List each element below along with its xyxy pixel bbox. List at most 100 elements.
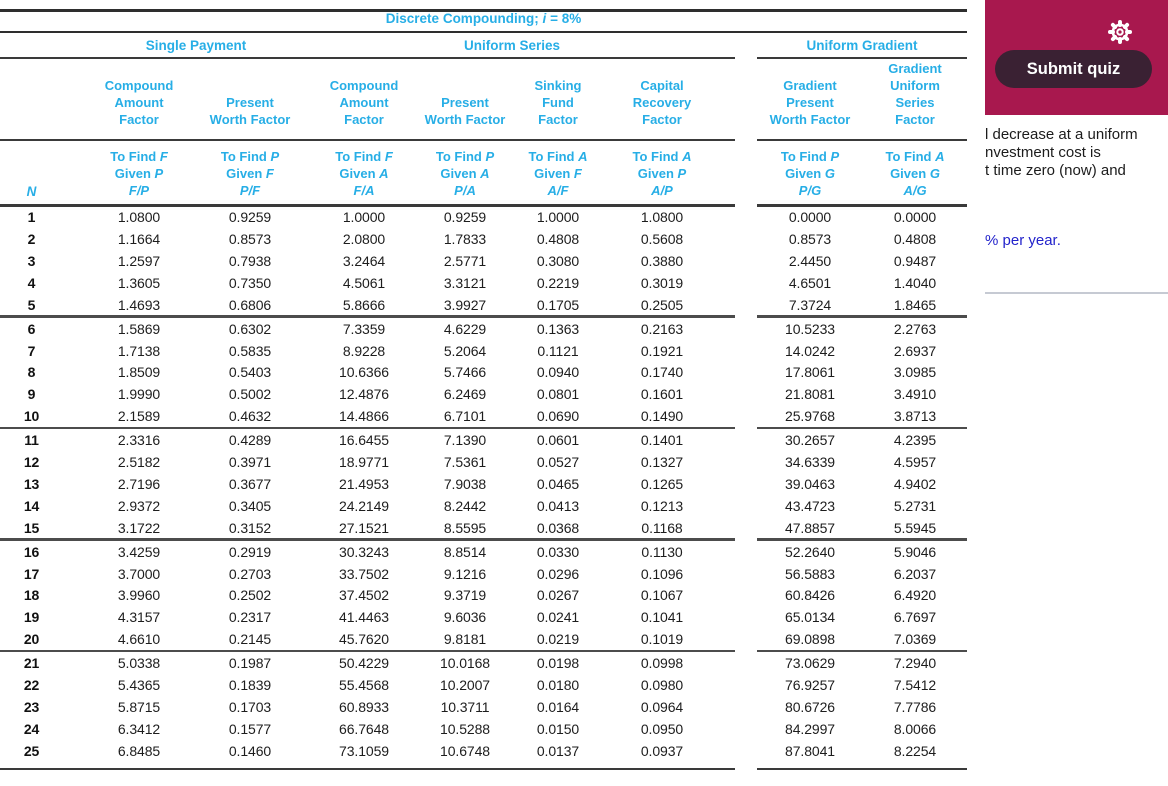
question-line: nvestment cost is [985, 144, 1101, 162]
table-cell: 2.5182 [117, 454, 161, 471]
table-cell: 6.3412 [117, 720, 161, 737]
table-cell: 0.4632 [228, 408, 272, 425]
table-cell: 0.0180 [536, 677, 580, 694]
table-cell: 60.8426 [785, 587, 835, 604]
table-cell: 2.5771 [443, 252, 487, 269]
table-cell: 5.2064 [443, 342, 487, 359]
row-n-value: 13 [23, 475, 40, 492]
table-body: 1 1.0800 0.9259 1.0000 0.9259 1.0000 1.0800 0.0… [0, 207, 967, 762]
title-i: i [542, 11, 547, 26]
rule-under-factors [0, 139, 967, 141]
table-cell: 21.4953 [339, 475, 389, 492]
factor-pa: Present Worth Factor [424, 95, 506, 127]
table-row: 24 6.3412 0.1577 66.7648 10.5288 0.0150 0.0950… [0, 718, 967, 740]
table-cell: 10.2007 [440, 677, 490, 694]
table-cell: 0.1577 [228, 720, 272, 737]
table-cell: 4.6501 [788, 274, 832, 291]
table-row: 6 1.5869 0.6302 7.3359 4.6229 0.1363 0.2163 10.… [0, 318, 967, 340]
submit-quiz-button[interactable]: Submit quiz [995, 50, 1152, 88]
table-cell: 4.6229 [443, 320, 487, 337]
table-cell: 4.5061 [342, 274, 386, 291]
table-cell: 0.5835 [228, 342, 272, 359]
table-cell: 1.2597 [117, 252, 161, 269]
table-cell: 10.6748 [440, 742, 490, 759]
table-cell: 0.0198 [536, 655, 580, 672]
table-cell: 4.9402 [893, 475, 937, 492]
table-cell: 7.0369 [893, 631, 937, 648]
row-n-value: 12 [23, 454, 40, 471]
table-cell: 1.0000 [536, 209, 580, 226]
row-n-value: 18 [23, 587, 40, 604]
factor-ap: Capital Recovery Factor [632, 78, 692, 127]
table-cell: 41.4463 [339, 609, 389, 626]
table-cell: 0.0937 [640, 742, 684, 759]
settings-gear-icon[interactable] [1106, 18, 1134, 46]
question-line: l decrease at a uniform [985, 126, 1138, 143]
title-text: Discrete Compounding; [385, 11, 543, 26]
table-cell: 0.3405 [228, 497, 272, 514]
group-header-row: Single Payment Uniform Series Uniform Gr… [0, 36, 967, 55]
rule-bottom [0, 767, 967, 770]
table-cell: 0.1921 [640, 342, 684, 359]
table-cell: 7.1390 [443, 432, 487, 449]
table-cell: 6.8485 [117, 742, 161, 759]
table-cell: 0.0998 [640, 655, 684, 672]
table-row: 20 4.6610 0.2145 45.7620 9.8181 0.0219 0.1019 6… [0, 628, 967, 650]
n-column-header: N [26, 184, 37, 199]
find-pf: To Find P Given F P/F [220, 149, 280, 198]
table-cell: 0.9487 [893, 252, 937, 269]
row-n-value: 7 [27, 342, 36, 359]
row-n-value: 14 [23, 497, 40, 514]
table-cell: 1.8509 [117, 364, 161, 381]
table-cell: 2.7196 [117, 475, 161, 492]
row-n-value: 20 [23, 631, 40, 648]
table-cell: 2.0800 [342, 231, 386, 248]
table-cell: 0.6302 [228, 320, 272, 337]
table-cell: 9.6036 [443, 609, 487, 626]
table-row: 5 1.4693 0.6806 5.8666 3.9927 0.1705 0.2505 7.3… [0, 294, 967, 316]
table-cell: 60.8933 [339, 698, 389, 715]
table-row: 22 5.4365 0.1839 55.4568 10.2007 0.0180 0.0980… [0, 674, 967, 696]
table-cell: 8.9228 [342, 342, 386, 359]
table-cell: 0.0150 [536, 720, 580, 737]
table-cell: 0.0164 [536, 698, 580, 715]
table-cell: 0.4808 [536, 231, 580, 248]
row-n-value: 9 [27, 386, 36, 403]
table-cell: 3.8713 [893, 408, 937, 425]
table-cell: 65.0134 [785, 609, 835, 626]
table-cell: 0.0964 [640, 698, 684, 715]
table-row: 10 2.1589 0.4632 14.4866 6.7101 0.0690 0.1490 2… [0, 405, 967, 427]
table-row: 25 6.8485 0.1460 73.1059 10.6748 0.0137 0.0937… [0, 740, 967, 762]
row-n-value: 19 [23, 609, 40, 626]
table-cell: 8.8514 [443, 543, 487, 560]
table-cell: 47.8857 [785, 519, 835, 536]
question-text-fragment: l decrease at a uniform nvestment cost i… [985, 126, 1168, 181]
table-cell: 2.3316 [117, 432, 161, 449]
table-cell: 1.1664 [117, 231, 161, 248]
table-cell: 0.0137 [536, 742, 580, 759]
table-row: 23 5.8715 0.1703 60.8933 10.3711 0.0164 0.0964… [0, 696, 967, 718]
row-n-value: 16 [23, 543, 40, 560]
table-cell: 0.5002 [228, 386, 272, 403]
table-cell: 30.3243 [339, 543, 389, 560]
row-n-value: 17 [23, 565, 40, 582]
row-n-value: 4 [27, 274, 36, 291]
table-cell: 0.5608 [640, 231, 684, 248]
table-cell: 2.2763 [893, 320, 937, 337]
table-cell: 3.7000 [117, 565, 161, 582]
rule-above-data [0, 203, 967, 207]
table-cell: 7.3359 [342, 320, 386, 337]
table-cell: 7.9038 [443, 475, 487, 492]
table-cell: 4.6610 [117, 631, 161, 648]
table-cell: 50.4229 [339, 655, 389, 672]
table-cell: 6.4920 [893, 587, 937, 604]
table-cell: 0.1363 [536, 320, 580, 337]
row-n-value: 25 [23, 742, 40, 759]
table-row: 21 5.0338 0.1987 50.4229 10.0168 0.0198 0.0998… [0, 652, 967, 674]
table-cell: 43.4723 [785, 497, 835, 514]
table-cell: 0.1327 [640, 454, 684, 471]
find-fp: To Find F Given P F/P [110, 149, 168, 198]
table-cell: 0.9259 [228, 209, 272, 226]
table-cell: 12.4876 [339, 386, 389, 403]
quiz-header-panel: Submit quiz [985, 0, 1168, 115]
